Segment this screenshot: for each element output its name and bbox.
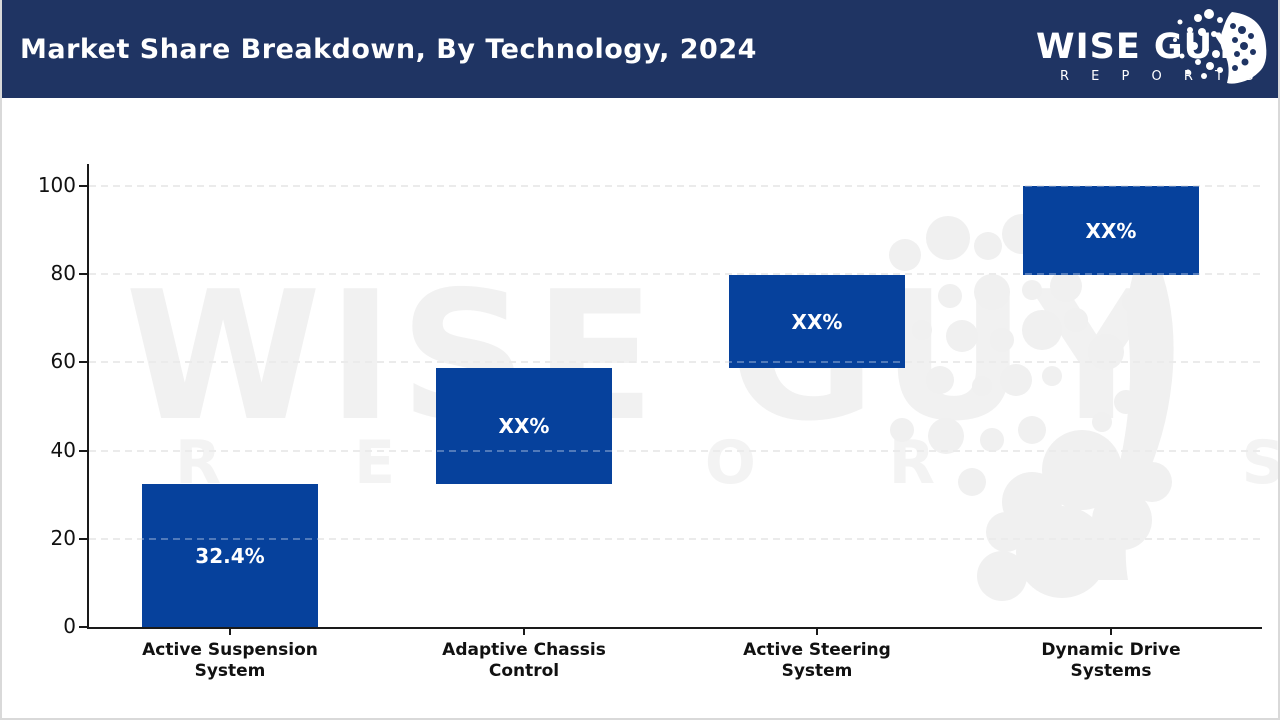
watermark-text-top: WISE GUY (125, 253, 1167, 460)
x-axis-category-line: Control (488, 661, 560, 681)
logo-wordmark-top: WISE GUY (1036, 27, 1239, 67)
gridline-overlay (89, 361, 1262, 363)
x-axis-tick-mark (229, 628, 231, 635)
x-axis-category-label: Active Steering System (687, 640, 947, 682)
waterfall-bar: XX% (1023, 186, 1199, 275)
y-axis-tick-mark (79, 538, 87, 540)
x-axis-category-label: Active Suspension System (100, 640, 360, 682)
y-axis-tick-mark (79, 185, 87, 187)
gridline (89, 273, 1262, 275)
x-axis-tick-mark (523, 628, 525, 635)
waterfall-bar: XX% (729, 275, 905, 368)
y-axis-line (87, 164, 89, 629)
gridline (89, 538, 1262, 540)
bar-value-label: XX% (1085, 218, 1137, 243)
gridline (89, 185, 1262, 187)
x-axis-category-line: Active Suspension (142, 640, 318, 660)
header-banner: Market Share Breakdown, By Technology, 2… (0, 0, 1280, 98)
gridline-overlay (89, 450, 1262, 452)
y-axis-tick-mark (79, 450, 87, 452)
waterfall-bar: XX% (436, 368, 612, 484)
bar-value-label: XX% (498, 414, 550, 438)
y-axis-tick-label: 60 (50, 349, 76, 373)
y-axis-tick-mark (79, 273, 87, 275)
gridline-overlay (89, 185, 1262, 187)
x-axis-category-label: Adaptive Chassis Control (394, 640, 654, 682)
page-title: Market Share Breakdown, By Technology, 2… (20, 34, 757, 65)
y-axis-tick-label: 20 (50, 526, 76, 550)
gridline (89, 450, 1262, 452)
gridline-overlay (89, 538, 1262, 540)
logo-dotted-head-icon (1173, 9, 1267, 84)
bar-value-label: 32.4% (195, 543, 265, 568)
y-axis-tick-label: 80 (50, 261, 76, 285)
x-axis-category-line: System (781, 661, 853, 681)
wise-guy-reports-logo: WISE GUY R E P O R T S (1036, 9, 1267, 84)
y-axis-tick-label: 40 (50, 438, 76, 462)
y-axis-tick-label: 0 (63, 614, 76, 638)
y-axis-tick-mark (79, 626, 87, 628)
waterfall-bar: 32.4% (142, 484, 318, 627)
x-axis-category-line: System (194, 661, 266, 681)
logo-head-inner-dots (1230, 23, 1256, 71)
y-axis-tick-label: 100 (37, 173, 76, 197)
gridline (89, 361, 1262, 363)
x-axis-category-line: Dynamic Drive (1041, 640, 1181, 660)
x-axis-tick-mark (816, 628, 818, 635)
gridline-overlay (89, 273, 1262, 275)
watermark-text-bottom: R E P O R T S (175, 428, 1280, 498)
x-axis-category-label: Dynamic Drive Systems (981, 640, 1241, 682)
x-axis-tick-mark (1110, 628, 1112, 635)
x-axis-category-line: Active Steering (743, 640, 891, 660)
logo-wordmark-bottom: R E P O R T S (1060, 69, 1262, 84)
y-axis-tick-mark (79, 361, 87, 363)
x-axis-category-line: Adaptive Chassis (442, 640, 606, 660)
x-axis-line (87, 627, 1262, 629)
bar-value-label: XX% (791, 309, 843, 334)
x-axis-category-line: Systems (1070, 661, 1152, 681)
